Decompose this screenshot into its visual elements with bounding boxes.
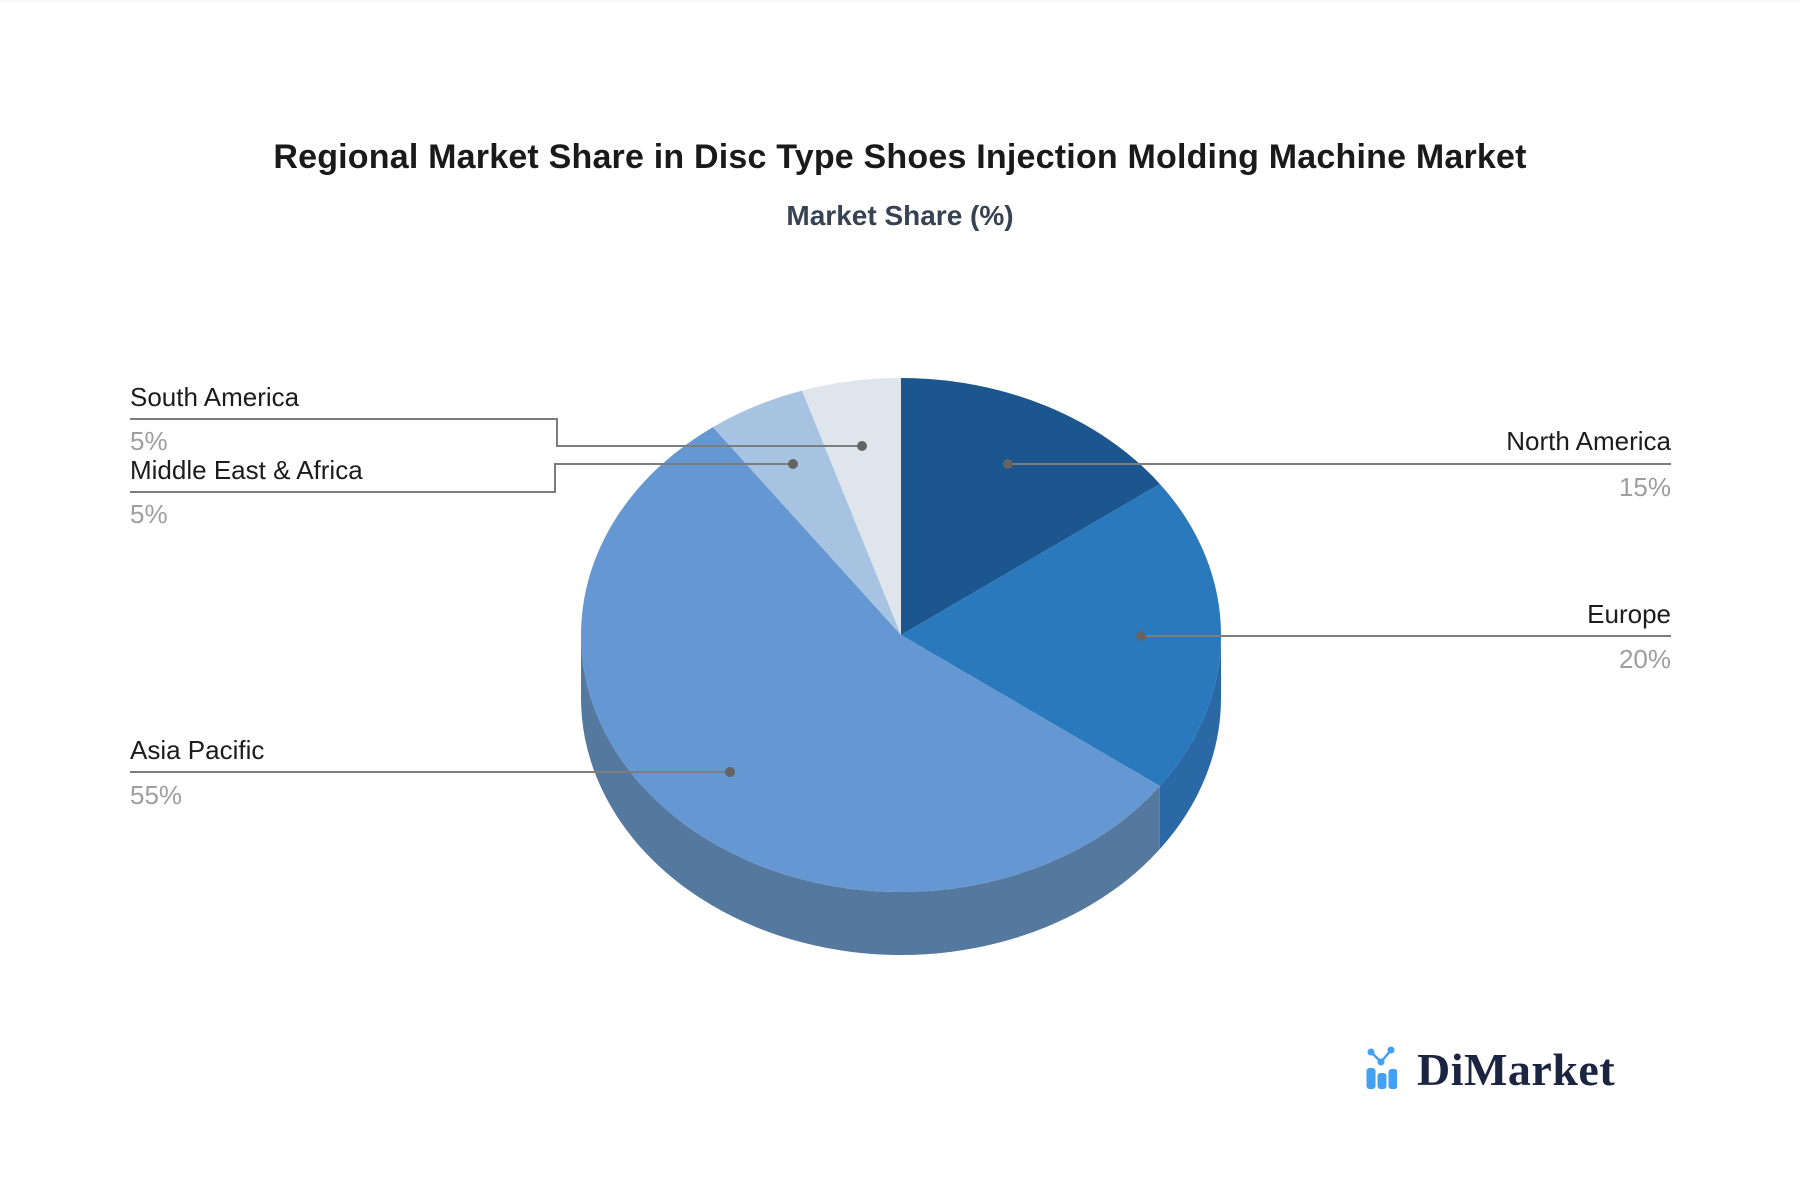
slice-value-middle-east-africa: 5% [130, 499, 168, 529]
slice-value-asia-pacific: 55% [130, 780, 183, 810]
slice-label-asia-pacific: Asia Pacific [130, 735, 265, 765]
slice-label-south-america: South America [130, 382, 300, 412]
brand-logo: DiMarket [1363, 1044, 1615, 1094]
slice-label-middle-east-africa: Middle East & Africa [130, 455, 363, 485]
slice-value-south-america: 5% [130, 426, 168, 456]
chart-title: Regional Market Share in Disc Type Shoes… [273, 138, 1527, 176]
slice-value-north-america: 15% [1618, 472, 1671, 502]
brand-name: DiMarket [1417, 1044, 1616, 1095]
slice-label-north-america: North America [1506, 426, 1671, 456]
slice-label-europe: Europe [1587, 599, 1671, 629]
chart-subtitle: Market Share (%) [786, 200, 1014, 231]
bar-chart-icon [1366, 1046, 1397, 1089]
slice-value-europe: 20% [1618, 644, 1671, 674]
